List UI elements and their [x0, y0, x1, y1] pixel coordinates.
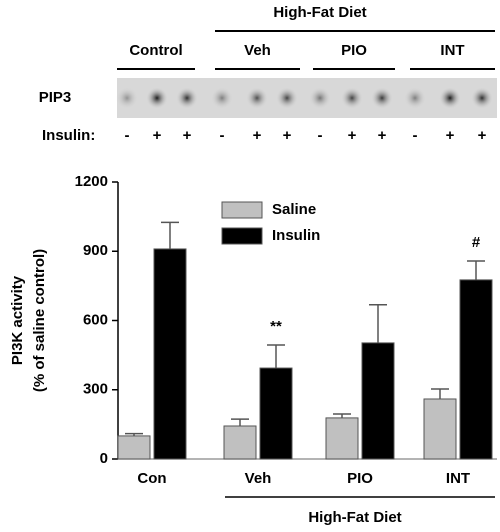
bar: [325, 417, 359, 460]
insulin-sign: +: [348, 127, 357, 144]
blot-band: [404, 87, 426, 109]
insulin-sign: -: [413, 127, 418, 144]
blot-band: [341, 87, 363, 109]
y-tick-label: 1200: [75, 173, 108, 190]
insulin-sign: +: [253, 127, 262, 144]
blot-header: High-Fat Diet: [273, 4, 366, 21]
x-tick-label: INT: [446, 470, 470, 487]
legend-label: Saline: [272, 201, 316, 218]
y-tick-label: 900: [83, 242, 108, 259]
bar: [423, 398, 457, 460]
bar: [223, 425, 257, 460]
bar: [117, 435, 151, 460]
insulin-sign: +: [283, 127, 292, 144]
legend-swatch: [221, 227, 263, 245]
insulin-sign: +: [446, 127, 455, 144]
blot-group-label: INT: [440, 42, 464, 59]
insulin-sign: +: [153, 127, 162, 144]
insulin-sign: -: [318, 127, 323, 144]
group-label: High-Fat Diet: [308, 509, 401, 526]
blot-band: [116, 87, 138, 109]
bar: [153, 248, 187, 460]
blot-band: [276, 87, 298, 109]
blot-group-label: Veh: [244, 42, 271, 59]
insulin-sign: -: [125, 127, 130, 144]
insulin-label: Insulin:: [42, 127, 95, 144]
insulin-sign: +: [183, 127, 192, 144]
x-tick-label: Con: [137, 470, 166, 487]
blot-group-label: PIO: [341, 42, 367, 59]
x-tick-label: Veh: [245, 470, 272, 487]
insulin-sign: +: [478, 127, 487, 144]
blot-band: [439, 87, 461, 109]
y-tick-label: 600: [83, 311, 108, 328]
blot-band: [211, 87, 233, 109]
y-tick-label: 0: [100, 450, 108, 467]
y-axis-label: PI3K activity: [9, 275, 26, 365]
y-tick-label: 300: [83, 381, 108, 398]
legend-label: Insulin: [272, 227, 320, 244]
bar: [459, 279, 493, 460]
insulin-sign: +: [378, 127, 387, 144]
blot-band: [176, 87, 198, 109]
blot-group-label: Control: [129, 42, 182, 59]
insulin-sign: -: [220, 127, 225, 144]
blot-band: [471, 87, 493, 109]
blot-band: [371, 87, 393, 109]
legend-swatch: [221, 201, 263, 219]
blot-band: [246, 87, 268, 109]
x-tick-label: PIO: [347, 470, 373, 487]
bar: [361, 342, 395, 460]
blot-row-label: PIP3: [39, 89, 72, 106]
blot-band: [309, 87, 331, 109]
bar: [259, 367, 293, 460]
blot-band: [146, 87, 168, 109]
annotation: **: [270, 318, 282, 335]
y-axis-label: (% of saline control): [31, 249, 48, 392]
annotation: #: [472, 234, 481, 251]
